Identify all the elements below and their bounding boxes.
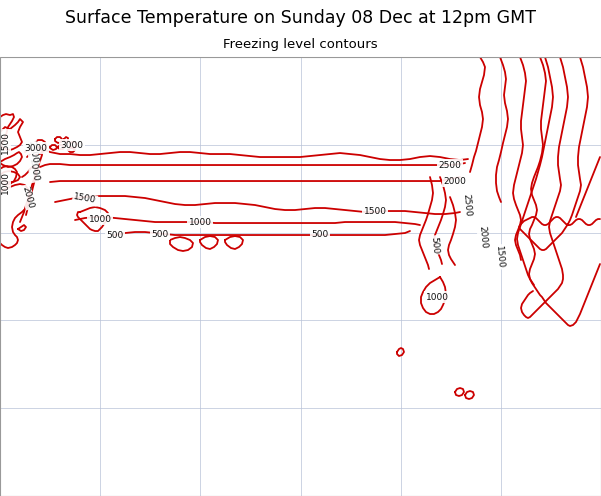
Text: 1000: 1000 — [426, 293, 448, 302]
Text: 1000: 1000 — [189, 218, 212, 227]
Text: 3000: 3000 — [25, 143, 47, 153]
Text: 1500: 1500 — [73, 192, 97, 205]
Text: Freezing level contours: Freezing level contours — [223, 38, 378, 51]
Text: 1500: 1500 — [364, 206, 386, 216]
Text: 1500: 1500 — [1, 130, 10, 154]
Text: 2000: 2000 — [20, 185, 35, 209]
Text: 2000: 2000 — [28, 158, 40, 182]
Text: Surface Temperature on Sunday 08 Dec at 12pm GMT: Surface Temperature on Sunday 08 Dec at … — [65, 9, 536, 27]
Text: 2000: 2000 — [444, 177, 466, 186]
Text: 2500: 2500 — [26, 140, 40, 164]
Text: 500: 500 — [311, 230, 329, 239]
Text: 2000: 2000 — [478, 225, 489, 249]
Text: 3000: 3000 — [61, 140, 84, 149]
Text: 1000: 1000 — [1, 171, 10, 193]
Text: 500: 500 — [106, 231, 124, 240]
Text: 2500: 2500 — [462, 193, 472, 217]
Text: 500: 500 — [430, 236, 441, 254]
Text: 1500: 1500 — [493, 245, 504, 269]
Text: 1000: 1000 — [88, 215, 112, 224]
Text: 2500: 2500 — [439, 161, 462, 170]
Text: 500: 500 — [151, 230, 169, 239]
